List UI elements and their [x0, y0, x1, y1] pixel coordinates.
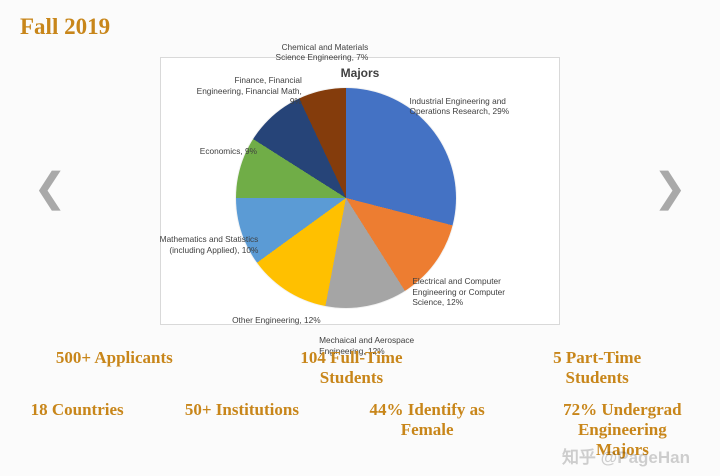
pie-slice-label: Mathematics and Statistics (including Ap… [148, 234, 258, 255]
pie-slice-label: Finance, Financial Engineering, Financia… [192, 75, 302, 106]
pie-slice-label: Industrial Engineering and Operations Re… [410, 96, 520, 117]
pie-slice-label: Chemical and Materials Science Engineeri… [258, 42, 368, 63]
watermark-text: 知乎 @PageHan [562, 443, 690, 468]
stat-countries: 18 Countries [23, 400, 132, 420]
prev-slide-button[interactable]: ❮ [30, 160, 70, 216]
stat-fulltime: 104 Full-Time Students [276, 348, 426, 388]
pie-slice-label: Other Engineering, 12% [211, 315, 321, 325]
majors-pie-chart-container: Majors Industrial Engineering and Operat… [160, 57, 560, 325]
pie-chart[interactable]: Industrial Engineering and Operations Re… [236, 88, 456, 308]
stat-applicants: 500+ Applicants [48, 348, 181, 368]
stats-row-1: 500+ Applicants 104 Full-Time Students 5… [0, 348, 720, 388]
next-slide-button[interactable]: ❯ [650, 160, 690, 216]
pie-slice-label: Economics, 9% [147, 146, 257, 156]
page-title: Fall 2019 [20, 14, 110, 40]
pie-slices[interactable] [236, 88, 456, 308]
pie-slice-label: Electrical and Computer Engineering or C… [412, 276, 522, 307]
stat-female: 44% Identify as Female [352, 400, 502, 440]
stat-institutions: 50+ Institutions [177, 400, 307, 420]
stat-parttime: 5 Part-Time Students [522, 348, 672, 388]
